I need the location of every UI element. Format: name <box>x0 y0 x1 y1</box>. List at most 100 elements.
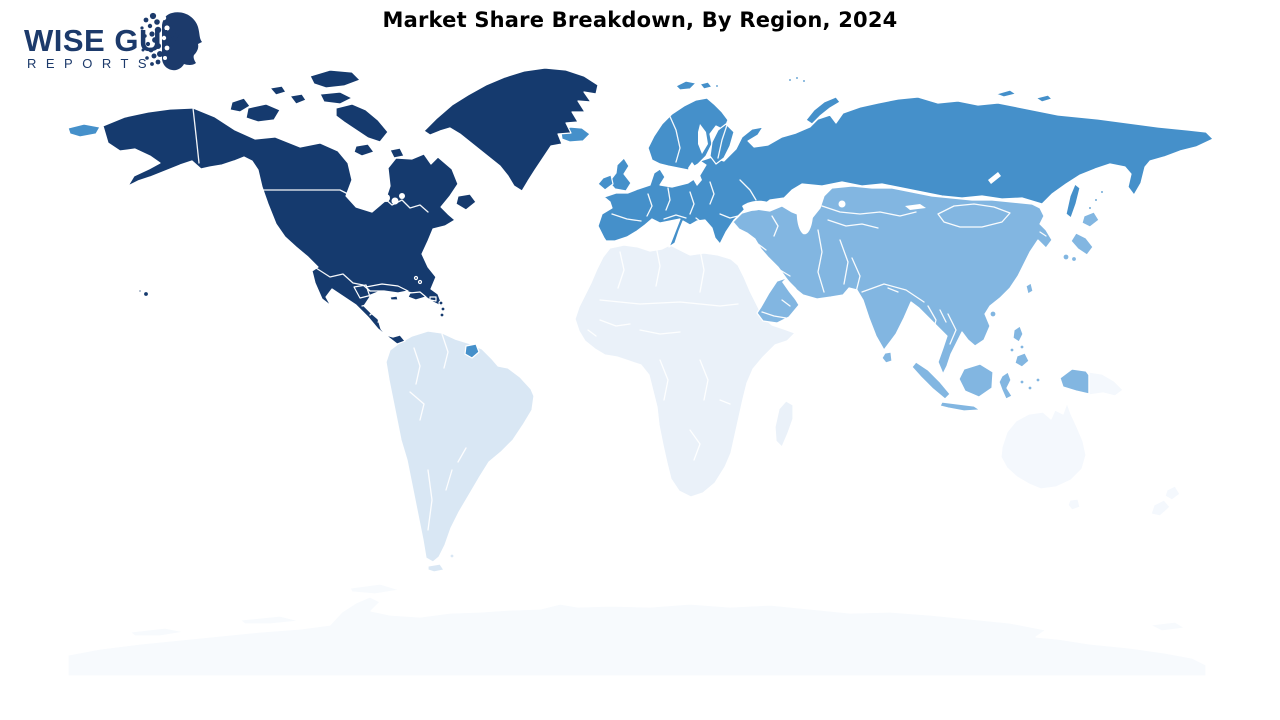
asia-mainland <box>732 185 1053 375</box>
hainan <box>989 310 997 318</box>
jamaica <box>389 295 399 301</box>
japan-honshu <box>1070 232 1094 256</box>
gulf-of-bothnia <box>698 124 708 154</box>
arctic-islet <box>289 93 307 105</box>
great-lake <box>382 194 390 202</box>
papua-new-guinea <box>1088 371 1124 397</box>
sri-lanka <box>881 351 893 364</box>
philippine-island <box>1009 347 1015 353</box>
new-zealand-south <box>1150 499 1171 517</box>
antarctica-sliver <box>1149 621 1186 632</box>
logo-head-icon <box>140 12 202 71</box>
hawaii-islet <box>138 289 142 293</box>
svalbard-islet <box>714 83 720 89</box>
persian-gulf <box>782 278 802 302</box>
hispaniola <box>407 291 427 301</box>
lesser-antilles-islet <box>438 300 444 306</box>
baltic-sea <box>688 162 702 186</box>
lakes-and-seas <box>369 124 1001 302</box>
lesser-antilles-islet <box>439 312 445 318</box>
franz-josef-islet <box>794 75 800 81</box>
novaya-zemlya <box>805 96 841 125</box>
borneo <box>958 363 994 398</box>
victoria-island <box>245 103 281 123</box>
region-south-america <box>385 330 535 573</box>
logo-subtext: REPORTS <box>27 56 156 71</box>
madagascar <box>774 400 794 448</box>
wrangel-island <box>1035 94 1053 103</box>
devon-island <box>319 91 353 105</box>
kuril-islet <box>1093 197 1099 203</box>
philippine-island <box>1019 344 1025 350</box>
south-america-mainland <box>385 330 535 563</box>
region-oceania <box>1000 371 1181 517</box>
great-lake <box>374 189 382 197</box>
tasmania <box>1067 498 1081 511</box>
region-north-america <box>102 67 599 345</box>
newfoundland <box>455 193 477 211</box>
french-guiana <box>464 343 480 359</box>
moluccas-island <box>1027 385 1033 391</box>
black-sea <box>742 200 772 211</box>
sumatra <box>911 361 951 400</box>
great-lake <box>399 193 405 199</box>
southampton-island <box>353 143 375 157</box>
falkland-islands <box>449 553 455 559</box>
great-britain <box>608 157 632 192</box>
chart-title: Market Share Breakdown, By Region, 2024 <box>382 8 898 32</box>
ireland <box>597 174 614 191</box>
moluccas-island <box>1019 379 1025 385</box>
banks-island <box>229 97 251 113</box>
new-zealand-north <box>1164 485 1181 501</box>
great-lake <box>369 187 375 193</box>
ellesmere-island <box>309 69 361 89</box>
aral-sea <box>838 200 846 208</box>
country-borders <box>192 107 1090 531</box>
franz-josef-islet <box>787 77 793 83</box>
japan-kyushu <box>1062 253 1070 261</box>
cuba <box>365 283 409 294</box>
bahamas-islet <box>413 275 419 281</box>
japan-hokkaido <box>1081 211 1100 228</box>
philippines-mindanao <box>1014 352 1030 368</box>
antarctica-mainland <box>67 596 1207 677</box>
kuril-islet <box>1099 189 1105 195</box>
logo-wordmark: WISE GUY <box>24 23 183 58</box>
wise-guy-reports-logo: WISE GUY REPORTS <box>24 12 202 71</box>
north-america-mainland <box>102 107 459 345</box>
japan-shikoku <box>1070 255 1078 263</box>
africa-mainland <box>574 244 796 498</box>
kuril-islet <box>1087 205 1093 211</box>
region-africa <box>574 244 796 498</box>
moluccas-island <box>1035 377 1041 383</box>
region-europe-russia <box>67 75 1214 359</box>
philippines-luzon <box>1012 325 1024 343</box>
antarctica-sliver <box>239 615 301 625</box>
tierra-del-fuego <box>427 563 445 573</box>
baffin-island <box>335 103 389 143</box>
bahamas-islet <box>417 279 423 285</box>
franz-josef-islet <box>801 78 807 84</box>
finland <box>709 123 735 165</box>
region-antarctica <box>67 583 1207 677</box>
antarctica-sliver <box>129 627 186 637</box>
greenland <box>423 67 599 192</box>
sulawesi <box>998 371 1013 400</box>
lake-balkhash <box>905 204 926 210</box>
hawaii <box>142 290 150 298</box>
java <box>939 401 981 412</box>
lake-baikal <box>988 172 1001 184</box>
lesser-antilles-islet <box>440 306 446 312</box>
chukotka-wrap-fragment <box>67 123 101 138</box>
new-siberian-islands <box>995 89 1017 98</box>
europe-russia-mainland <box>597 96 1214 248</box>
west-new-guinea <box>1059 368 1090 395</box>
antarctica-sliver <box>349 583 401 595</box>
taiwan <box>1025 282 1034 295</box>
region-asia <box>732 185 1100 412</box>
svalbard <box>675 80 697 91</box>
caspian-sea <box>796 196 814 235</box>
australia <box>1000 402 1087 490</box>
